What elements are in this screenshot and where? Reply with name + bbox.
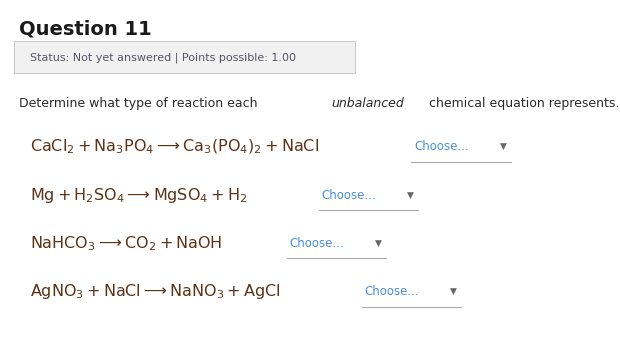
Text: Choose...: Choose... (321, 189, 376, 202)
Text: ▼: ▼ (375, 239, 382, 248)
Text: ▼: ▼ (407, 190, 414, 200)
Text: $\mathrm{NaHCO_3 \longrightarrow CO_2 + NaOH}$: $\mathrm{NaHCO_3 \longrightarrow CO_2 + … (30, 234, 222, 253)
Text: unbalanced: unbalanced (332, 97, 404, 110)
Text: $\mathrm{Mg + H_2SO_4 \longrightarrow MgSO_4 + H_2}$: $\mathrm{Mg + H_2SO_4 \longrightarrow Mg… (30, 185, 247, 205)
Text: ▼: ▼ (500, 142, 507, 151)
Text: chemical equation represents.: chemical equation represents. (425, 97, 620, 110)
Text: Choose...: Choose... (290, 237, 344, 250)
Text: Determine what type of reaction each: Determine what type of reaction each (19, 97, 261, 110)
Text: Choose...: Choose... (365, 285, 419, 298)
Text: $\mathrm{AgNO_3 + NaCl \longrightarrow NaNO_3 + AgCl}$: $\mathrm{AgNO_3 + NaCl \longrightarrow N… (30, 282, 280, 301)
Text: Status: Not yet answered | Points possible: 1.00: Status: Not yet answered | Points possib… (30, 52, 296, 63)
Text: ▼: ▼ (450, 287, 457, 296)
Text: Question 11: Question 11 (19, 20, 151, 39)
Text: $\mathrm{CaCl_2 + Na_3PO_4 \longrightarrow Ca_3(PO_4)_2 + NaCl}$: $\mathrm{CaCl_2 + Na_3PO_4 \longrightarr… (30, 137, 319, 156)
FancyBboxPatch shape (14, 41, 355, 73)
Text: Choose...: Choose... (414, 140, 469, 153)
